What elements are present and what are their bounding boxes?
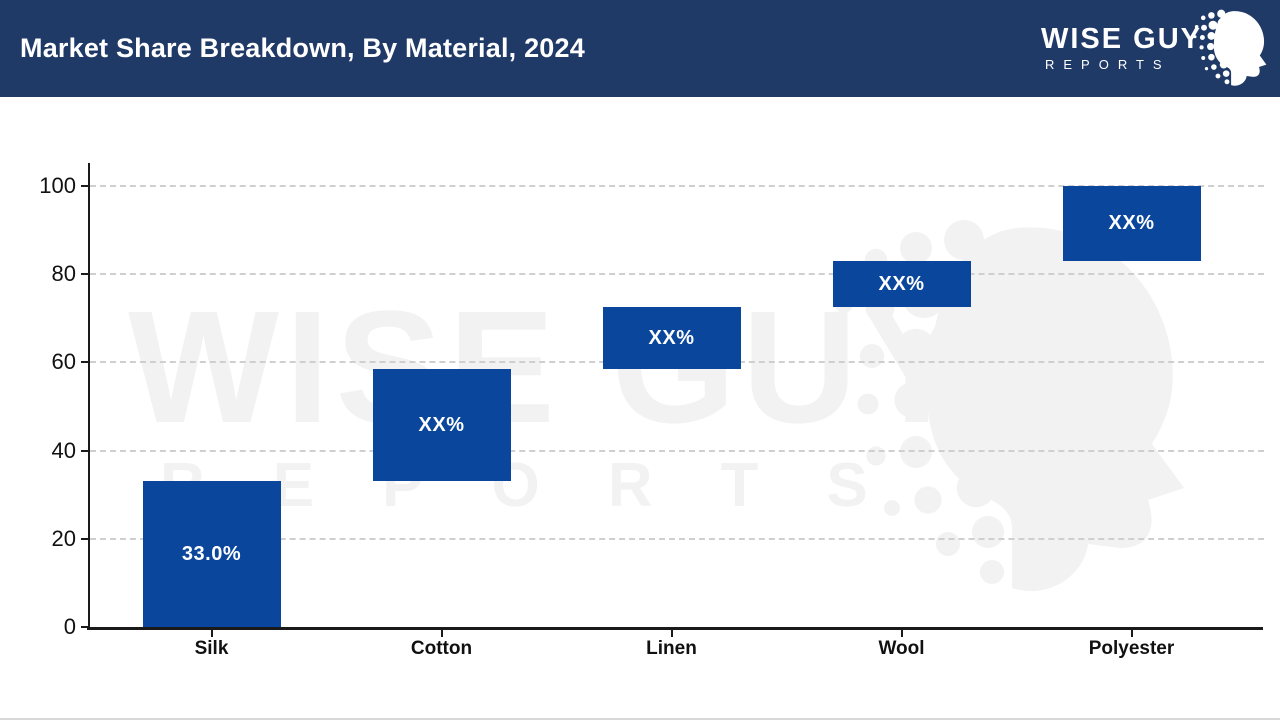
gridline [90, 449, 1264, 452]
y-tick [81, 185, 89, 187]
x-tick [670, 630, 673, 637]
logo-wordmark: WISE GUY [1040, 23, 1202, 55]
bottom-border [0, 718, 1280, 720]
y-tick-label: 60 [51, 349, 76, 375]
x-category-label-linen: Linen [646, 638, 697, 659]
chart-area: WISE GUY REPORTS 0 20 40 60 80 100 33.0% Silk XX… [0, 97, 1280, 720]
y-tick [81, 361, 89, 364]
header-bar: Market Share Breakdown, By Material, 202… [0, 0, 1280, 97]
x-category-label-wool: Wool [878, 638, 925, 659]
y-tick-label: 80 [51, 261, 76, 287]
logo: WISE GUY REPORTS [1041, 8, 1270, 90]
bar-cotton: XX% [372, 369, 511, 482]
bar-value-label: XX% [648, 326, 695, 349]
bar-value-label: XX% [878, 272, 925, 295]
x-tick [1130, 630, 1133, 637]
y-tick-label: 40 [51, 437, 76, 463]
y-tick-label: 20 [51, 525, 76, 551]
x-category-label-cotton: Cotton [410, 638, 473, 659]
page-title: Market Share Breakdown, By Material, 202… [20, 33, 585, 63]
bar-value-label: XX% [1108, 211, 1155, 234]
bar-silk: 33.0% [142, 481, 281, 627]
y-tick [81, 449, 89, 452]
x-tick [210, 630, 213, 637]
x-category-label-silk: Silk [194, 638, 229, 659]
gridline [90, 537, 1264, 540]
watermark-wordmark: WISE GUY [128, 277, 977, 456]
y-tick [81, 537, 89, 540]
bar-linen: XX% [602, 307, 741, 369]
y-tick-label: 0 [63, 614, 76, 639]
y-tick [81, 273, 89, 276]
y-tick [81, 626, 89, 628]
x-axis-line [87, 627, 1263, 630]
logo-text: WISE GUY REPORTS [1040, 23, 1202, 73]
y-tick-label: 100 [39, 173, 76, 198]
logo-face-icon [1184, 8, 1270, 90]
x-tick [440, 630, 443, 637]
bar-polyester: XX% [1062, 186, 1201, 261]
bar-value-label: XX% [418, 413, 465, 436]
gridline [90, 185, 1264, 187]
gridline [90, 273, 1264, 276]
x-tick [900, 630, 903, 637]
y-axis-line [88, 163, 90, 629]
bar-wool: XX% [832, 260, 971, 308]
x-category-label-polyester: Polyester [1088, 638, 1175, 659]
bar-value-label: 33.0% [181, 542, 242, 565]
logo-subtitle: REPORTS [1044, 57, 1171, 72]
